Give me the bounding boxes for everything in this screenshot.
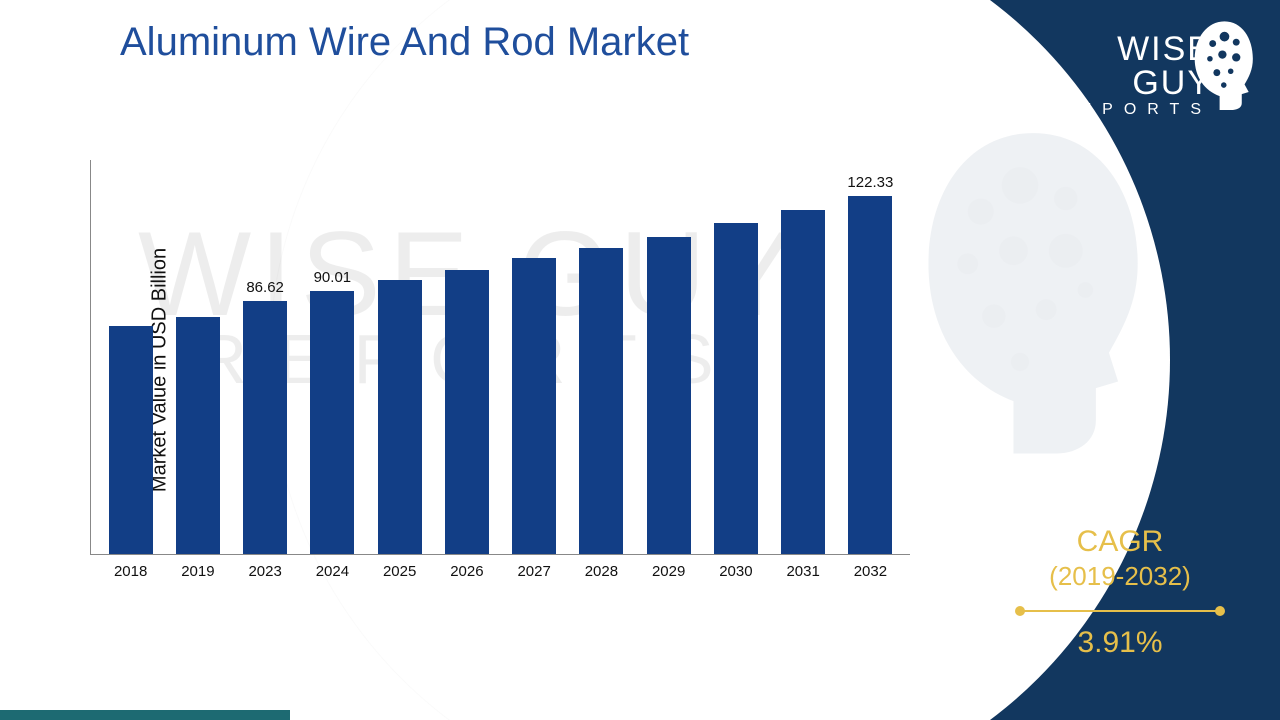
bar: [512, 258, 556, 554]
x-tick-label: 2028: [572, 563, 630, 580]
cagr-label: CAGR: [1000, 525, 1240, 559]
x-tick-label: 2024: [303, 563, 361, 580]
bar-value-label: 122.33: [847, 174, 893, 192]
chart-title: Aluminum Wire And Rod Market: [120, 20, 689, 65]
bar: [848, 196, 892, 554]
bar: [378, 280, 422, 554]
bar-wrap: [438, 248, 496, 554]
bar: [243, 301, 287, 554]
bar-wrap: [102, 304, 160, 554]
bar-wrap: [371, 258, 429, 554]
bar: [714, 223, 758, 554]
x-axis-labels: 2018 2019 2023 2024 2025 2026 2027 2028 2029 2030…: [91, 563, 910, 580]
bar: [647, 237, 691, 554]
cagr-block: CAGR (2019-2032) 3.91%: [1000, 525, 1240, 660]
bar-value-label: 86.62: [246, 279, 284, 297]
bar-wrap: [572, 226, 630, 554]
bar: [445, 270, 489, 554]
bar-wrap: [774, 188, 832, 554]
x-tick-label: 2023: [236, 563, 294, 580]
x-tick-label: 2030: [707, 563, 765, 580]
bar-value-label: 90.01: [314, 269, 352, 287]
brand-logo: WISE GUY REPORTS: [1164, 14, 1240, 104]
bar-chart: Market Value in USD Billion 86.6290.0112…: [90, 160, 920, 580]
x-tick-label: 2025: [371, 563, 429, 580]
x-tick-label: 2018: [102, 563, 160, 580]
x-tick-label: 2019: [169, 563, 227, 580]
bar-wrap: 90.01: [303, 269, 361, 554]
x-tick-label: 2029: [640, 563, 698, 580]
cagr-value: 3.91%: [1000, 626, 1240, 660]
bar-wrap: 122.33: [841, 174, 899, 554]
bar: [109, 326, 153, 554]
bar-wrap: 86.62: [236, 279, 294, 554]
bar-wrap: [707, 201, 765, 554]
x-tick-label: 2031: [774, 563, 832, 580]
bar-wrap: [169, 295, 227, 554]
bottom-stripe: [0, 710, 290, 720]
bar: [781, 210, 825, 554]
x-tick-label: 2027: [505, 563, 563, 580]
bar-wrap: [505, 236, 563, 554]
cagr-divider: [1020, 610, 1220, 612]
bars-container: 86.62 90.01 122.33: [91, 160, 910, 554]
bar: [579, 248, 623, 554]
cagr-range: (2019-2032): [1000, 561, 1240, 592]
logo-head-icon: [1186, 20, 1256, 110]
bar-wrap: [640, 215, 698, 554]
bar: [310, 291, 354, 554]
x-tick-label: 2032: [841, 563, 899, 580]
bar: [176, 317, 220, 554]
plot-area: 86.6290.01122.33 20182019202320242025202…: [90, 160, 910, 555]
x-tick-label: 2026: [438, 563, 496, 580]
